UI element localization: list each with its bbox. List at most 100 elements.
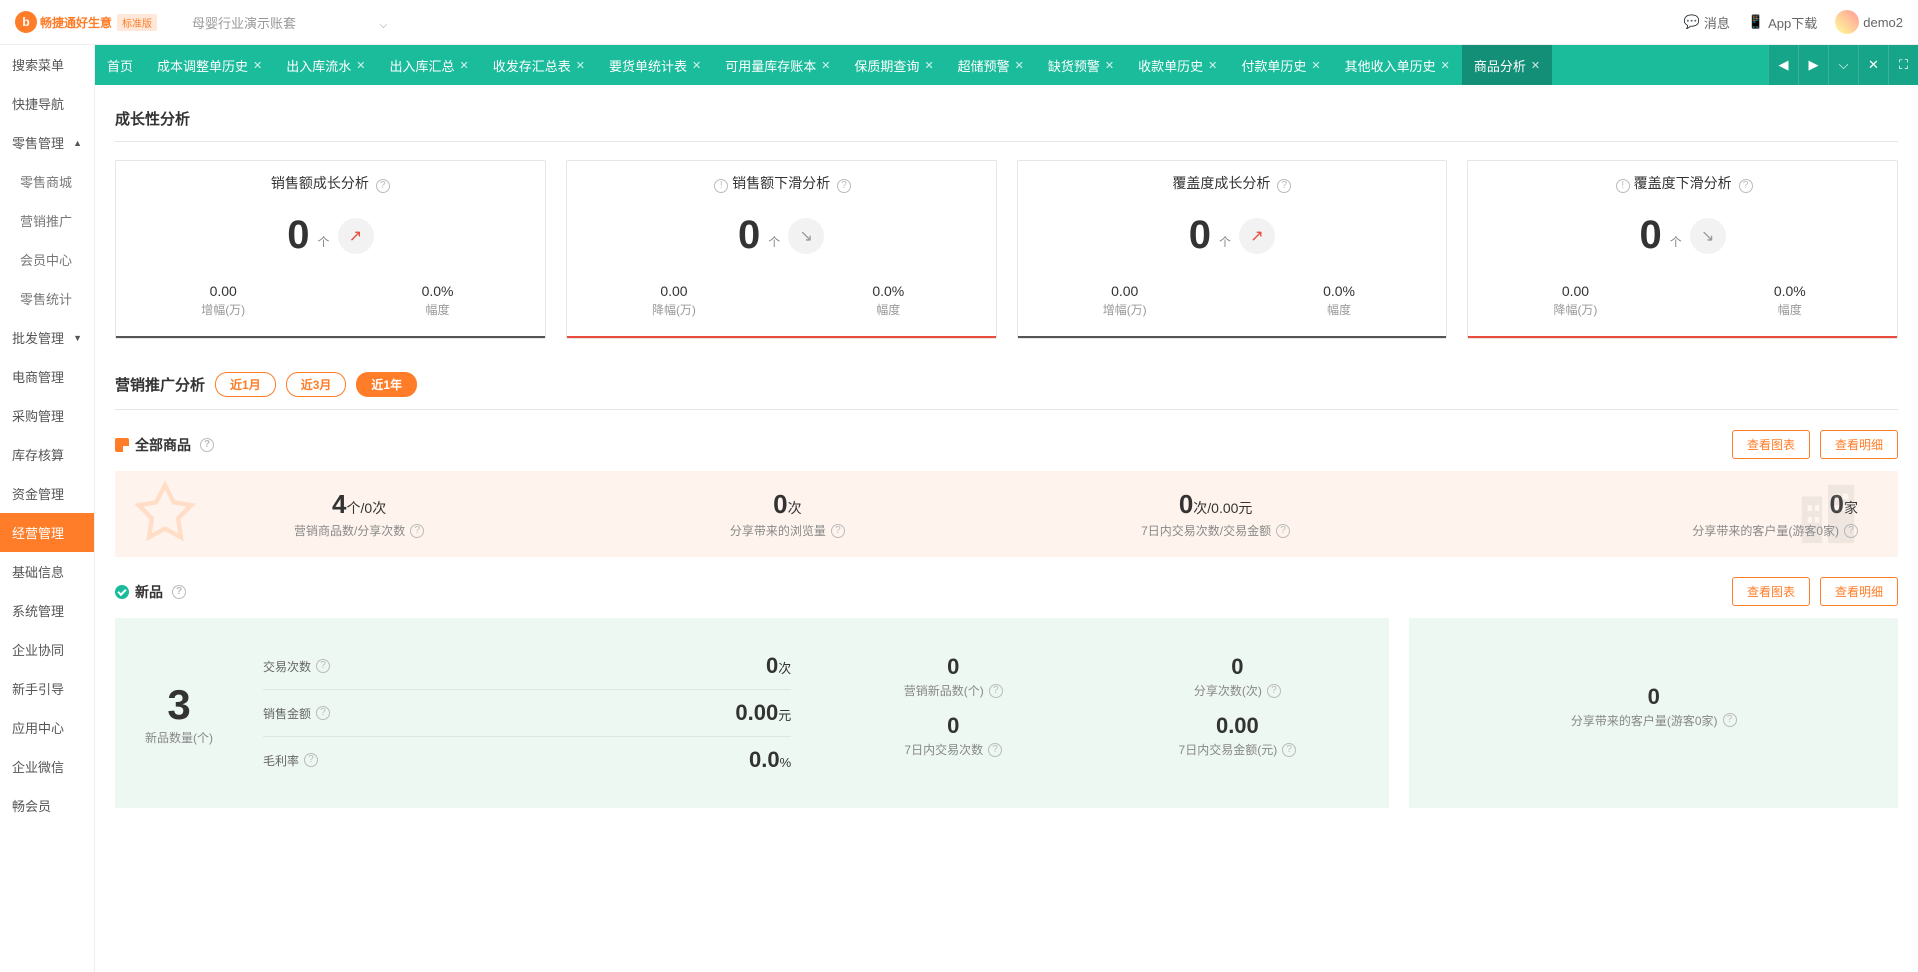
metric-value: 0次 <box>766 653 791 679</box>
info-icon[interactable]: ? <box>316 659 330 673</box>
info-icon[interactable]: ? <box>1277 179 1291 193</box>
info-icon[interactable]: ? <box>200 438 214 452</box>
sidebar-item[interactable]: 采购管理 <box>0 396 94 435</box>
stat-value: 0.0% <box>1683 283 1897 299</box>
app-download-button[interactable]: 📱 App下载 <box>1748 13 1817 32</box>
view-chart-btn[interactable]: 查看图表 <box>1732 430 1810 459</box>
sidebar-item[interactable]: 零售商城 <box>0 162 94 201</box>
card-title: ! 覆盖度下滑分析 ? <box>1468 173 1897 193</box>
close-icon[interactable]: ✕ <box>924 59 933 72</box>
star-decor-icon <box>130 479 200 549</box>
info-icon[interactable]: ? <box>304 753 318 767</box>
close-icon[interactable]: ✕ <box>692 59 701 72</box>
tab[interactable]: 出入库汇总✕ <box>377 45 480 85</box>
sidebar-item[interactable]: 新手引导 <box>0 669 94 708</box>
sidebar-item[interactable]: 批发管理▼ <box>0 318 94 357</box>
tab-home[interactable]: 首页 <box>95 45 145 85</box>
tabs-dropdown[interactable]: ⌵ <box>1828 45 1858 85</box>
stat-label: 降幅(万) <box>1468 301 1682 318</box>
sidebar-item[interactable]: 电商管理 <box>0 357 94 396</box>
all-products-icon <box>115 438 129 452</box>
tab[interactable]: 成本调整单历史✕ <box>145 45 274 85</box>
tabs-prev[interactable]: ◀ <box>1768 45 1798 85</box>
sidebar: 搜索菜单快捷导航零售管理▲零售商城营销推广会员中心零售统计批发管理▼电商管理采购… <box>0 45 95 972</box>
tab[interactable]: 收款单历史 ✕ <box>1126 45 1229 85</box>
tab[interactable]: 付款单历史✕ <box>1229 45 1332 85</box>
view-detail-btn[interactable]: 查看明细 <box>1820 577 1898 606</box>
user-menu[interactable]: demo2 <box>1835 10 1903 34</box>
close-icon[interactable]: ✕ <box>1105 59 1114 72</box>
sidebar-item[interactable]: 资金管理 <box>0 474 94 513</box>
tabs-next[interactable]: ▶ <box>1798 45 1828 85</box>
tab[interactable]: 收发存汇总表✕ <box>481 45 597 85</box>
info-icon[interactable]: ? <box>988 743 1002 757</box>
close-icon[interactable]: ✕ <box>1531 59 1540 72</box>
tab[interactable]: 出入库流水✕ <box>274 45 377 85</box>
close-icon[interactable]: ✕ <box>1441 59 1450 72</box>
logo[interactable]: b 畅捷通好生意 <box>15 11 112 33</box>
info-icon[interactable]: ? <box>1739 179 1753 193</box>
close-icon[interactable]: ✕ <box>460 59 469 72</box>
tab[interactable]: 要货单统计表✕ <box>597 45 713 85</box>
sidebar-item[interactable]: 库存核算 <box>0 435 94 474</box>
new-products-panel: 3 新品数量(个) 交易次数 ? 0次 销售金额 ? 0.00元 毛利率 ? 0… <box>115 618 1898 808</box>
analysis-card[interactable]: ! 覆盖度下滑分析 ? 0 个 ↘ 0.00 降幅(万) 0.0% 幅度 <box>1467 160 1898 339</box>
card-title: 销售额成长分析 ? <box>116 173 545 193</box>
info-icon[interactable]: ? <box>172 585 186 599</box>
tabs-close-all[interactable]: ✕ <box>1858 45 1888 85</box>
account-select[interactable]: 母婴行业演示账套 ⌵ <box>192 13 387 32</box>
info-icon[interactable]: ? <box>989 684 1003 698</box>
info-icon[interactable]: ? <box>1276 524 1290 538</box>
sidebar-item[interactable]: 搜索菜单 <box>0 45 94 84</box>
tab[interactable]: 缺货预警✕ <box>1036 45 1126 85</box>
tab-label: 收款单历史 <box>1138 56 1203 75</box>
info-icon[interactable]: ? <box>1267 684 1281 698</box>
close-icon[interactable]: ✕ <box>576 59 585 72</box>
card-stats: 0.00 降幅(万) 0.0% 幅度 <box>1468 283 1897 338</box>
close-icon[interactable]: ✕ <box>821 59 830 72</box>
sidebar-item[interactable]: 基础信息 <box>0 552 94 591</box>
tab[interactable]: 商品分析✕ <box>1462 45 1552 85</box>
stat-value: 0.00 <box>1468 283 1682 299</box>
analysis-card[interactable]: 销售额成长分析 ? 0 个 ↗ 0.00 增幅(万) 0.0% 幅度 <box>115 160 546 339</box>
sidebar-item[interactable]: 零售管理▲ <box>0 123 94 162</box>
tabs-fullscreen[interactable]: ⛶ <box>1888 45 1918 85</box>
sidebar-item[interactable]: 快捷导航 <box>0 84 94 123</box>
sidebar-item[interactable]: 会员中心 <box>0 240 94 279</box>
view-chart-btn[interactable]: 查看图表 <box>1732 577 1810 606</box>
filter-pill[interactable]: 近3月 <box>286 372 347 397</box>
sidebar-item[interactable]: 系统管理 <box>0 591 94 630</box>
info-icon[interactable]: ? <box>410 524 424 538</box>
sidebar-item[interactable]: 营销推广 <box>0 201 94 240</box>
info-icon[interactable]: ? <box>316 706 330 720</box>
stat-suffix: 次 <box>788 500 802 516</box>
sidebar-item[interactable]: 企业微信 <box>0 747 94 786</box>
close-icon[interactable]: ✕ <box>253 59 262 72</box>
sidebar-item[interactable]: 企业协同 <box>0 630 94 669</box>
close-icon[interactable]: ✕ <box>1311 59 1320 72</box>
new-products-count: 3 <box>145 681 213 729</box>
info-icon[interactable]: ? <box>376 179 390 193</box>
sidebar-item[interactable]: 零售统计 <box>0 279 94 318</box>
tab[interactable]: 可用量库存账本✕ <box>713 45 842 85</box>
filter-pill[interactable]: 近1月 <box>215 372 276 397</box>
tab[interactable]: 保质期查询✕ <box>842 45 945 85</box>
tab[interactable]: 超储预警✕ <box>946 45 1036 85</box>
analysis-card[interactable]: 覆盖度成长分析 ? 0 个 ↗ 0.00 增幅(万) 0.0% 幅度 <box>1017 160 1448 339</box>
info-icon[interactable]: ? <box>1282 743 1296 757</box>
header-right: 💬 消息 📱 App下载 demo2 <box>1684 10 1903 34</box>
analysis-card[interactable]: ! 销售额下滑分析 ? 0 个 ↘ 0.00 降幅(万) 0.0% 幅度 <box>566 160 997 339</box>
tab[interactable]: 其他收入单历史✕ <box>1333 45 1462 85</box>
info-icon[interactable]: ? <box>1723 713 1737 727</box>
close-icon[interactable]: ✕ <box>356 59 365 72</box>
close-icon[interactable]: ✕ <box>1208 59 1217 72</box>
info-icon[interactable]: ? <box>831 524 845 538</box>
sidebar-item[interactable]: 应用中心 <box>0 708 94 747</box>
sidebar-item[interactable]: 经营管理 <box>0 513 94 552</box>
sidebar-item[interactable]: 畅会员 <box>0 786 94 825</box>
view-detail-btn[interactable]: 查看明细 <box>1820 430 1898 459</box>
close-icon[interactable]: ✕ <box>1015 59 1024 72</box>
messages-button[interactable]: 💬 消息 <box>1684 13 1730 32</box>
info-icon[interactable]: ? <box>837 179 851 193</box>
filter-pill[interactable]: 近1年 <box>356 372 417 397</box>
